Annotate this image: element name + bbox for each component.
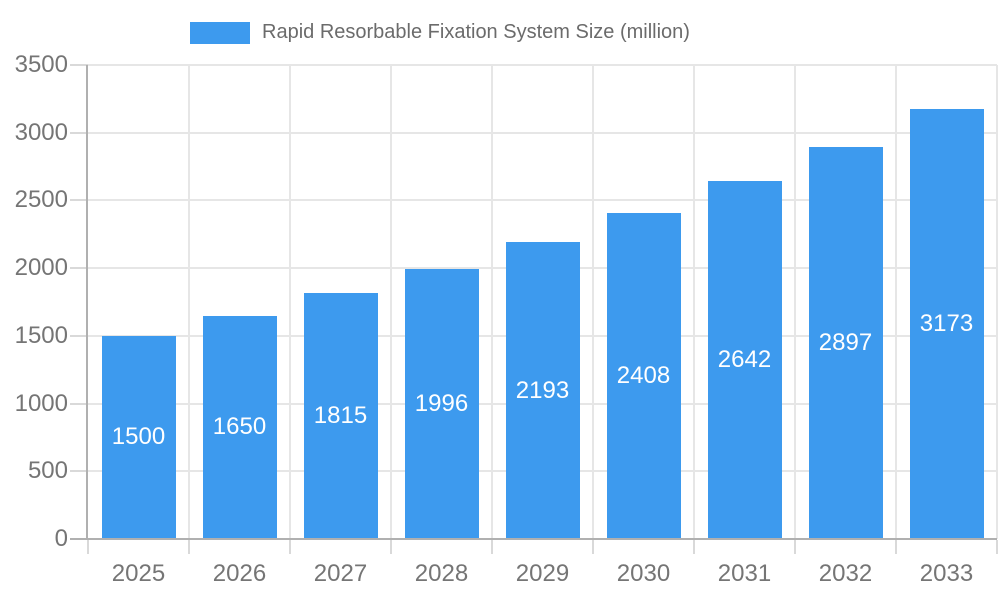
- v-gridline: [188, 65, 190, 539]
- y-axis-tick: [70, 334, 88, 337]
- v-gridline: [491, 65, 493, 539]
- y-axis-label: 3500: [14, 51, 68, 78]
- bar-value-label: 2642: [717, 346, 772, 374]
- x-axis-tick: [895, 540, 897, 554]
- x-axis-label: 2027: [313, 560, 368, 587]
- bar[interactable]: [202, 315, 277, 539]
- bar-value-label: 2408: [616, 361, 671, 389]
- bar[interactable]: [606, 212, 681, 539]
- x-axis-label: 2030: [616, 560, 671, 587]
- bar-value-label: 1650: [212, 413, 267, 441]
- x-axis-tick: [87, 540, 89, 554]
- x-axis-label: 2031: [717, 560, 772, 587]
- bar[interactable]: [101, 335, 176, 539]
- v-gridline: [390, 65, 392, 539]
- x-axis-label: 2025: [111, 560, 166, 587]
- legend-label: Rapid Resorbable Fixation System Size (m…: [262, 21, 690, 43]
- x-axis-tick: [592, 540, 594, 554]
- y-axis-tick: [70, 402, 88, 405]
- x-axis-tick: [996, 540, 998, 554]
- v-gridline: [895, 65, 897, 539]
- y-axis-line: [86, 65, 88, 540]
- bar[interactable]: [909, 109, 984, 539]
- y-axis-label: 0: [54, 525, 68, 552]
- x-axis-tick: [289, 540, 291, 554]
- bar-value-label: 3173: [919, 310, 974, 338]
- x-axis-tick: [491, 540, 493, 554]
- y-axis-tick: [70, 267, 88, 270]
- legend-swatch[interactable]: [190, 21, 250, 44]
- v-gridline: [693, 65, 695, 539]
- h-gridline: [88, 199, 997, 202]
- v-gridline: [794, 65, 796, 539]
- h-gridline: [88, 64, 997, 66]
- bar-value-label: 1996: [414, 389, 469, 417]
- bar[interactable]: [707, 181, 782, 539]
- legend[interactable]: Rapid Resorbable Fixation System Size (m…: [190, 21, 690, 44]
- y-axis-label: 1000: [14, 389, 68, 417]
- x-axis-label: 2032: [818, 560, 873, 587]
- x-axis-label: 2028: [414, 560, 469, 587]
- x-axis-label: 2029: [515, 560, 570, 587]
- y-axis-label: 3000: [14, 118, 68, 146]
- v-gridline: [996, 65, 998, 539]
- bar[interactable]: [808, 146, 883, 539]
- x-axis-label: 2026: [212, 560, 267, 587]
- bar[interactable]: [303, 293, 378, 539]
- x-axis-tick: [188, 540, 190, 554]
- y-axis-tick: [70, 131, 88, 134]
- x-axis-label: 2033: [919, 560, 974, 587]
- v-gridline: [592, 65, 594, 539]
- x-axis-line: [70, 538, 997, 540]
- bar[interactable]: [404, 268, 479, 539]
- y-axis-tick: [70, 470, 88, 473]
- v-gridline: [289, 65, 291, 539]
- y-axis-label: 2500: [14, 186, 68, 214]
- h-gridline: [88, 131, 997, 134]
- y-axis-label: 1500: [14, 321, 68, 349]
- y-axis-label: 2000: [14, 254, 68, 282]
- x-axis-tick: [794, 540, 796, 554]
- y-axis-tick: [70, 199, 88, 202]
- bar-value-label: 2897: [818, 328, 873, 356]
- x-axis-tick: [693, 540, 695, 554]
- bar-value-label: 1500: [111, 423, 166, 451]
- y-axis-tick: [70, 64, 88, 66]
- x-axis-tick: [390, 540, 392, 554]
- bar-value-label: 1815: [313, 402, 368, 430]
- y-axis-label: 500: [27, 457, 68, 485]
- bar-value-label: 2193: [515, 376, 570, 404]
- bar[interactable]: [505, 242, 580, 539]
